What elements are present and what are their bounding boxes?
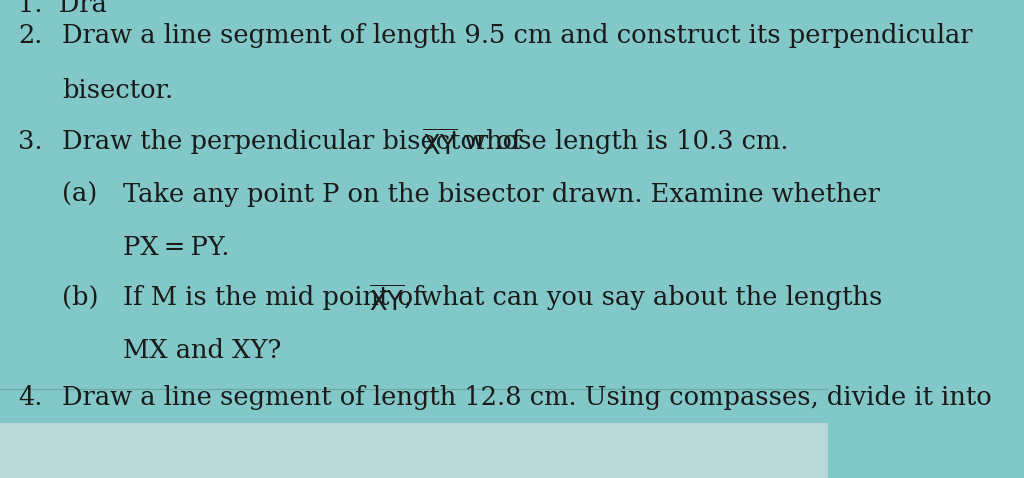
Text: 3.: 3. — [18, 129, 43, 154]
Text: $\overline{\mathrm{XY}}$: $\overline{\mathrm{XY}}$ — [369, 285, 404, 316]
Text: four equal parts. Verify by actual measurement.: four equal parts. Verify by actual measu… — [62, 440, 687, 465]
Text: MX and XY?: MX and XY? — [123, 338, 281, 363]
Text: PX = PY.: PX = PY. — [123, 235, 229, 260]
Text: (b): (b) — [62, 285, 98, 310]
Text: 2.: 2. — [18, 23, 43, 48]
Text: Draw a line segment of length 12.8 cm. Using compasses, divide it into: Draw a line segment of length 12.8 cm. U… — [62, 385, 992, 410]
Text: (a): (a) — [62, 182, 97, 207]
Text: whose length is 10.3 cm.: whose length is 10.3 cm. — [457, 129, 788, 154]
Text: Draw the perpendicular bisector of: Draw the perpendicular bisector of — [62, 129, 529, 154]
Text: bisector.: bisector. — [62, 78, 173, 103]
Text: $\overline{\mathrm{XY}}$: $\overline{\mathrm{XY}}$ — [422, 129, 457, 160]
Text: If M is the mid point of: If M is the mid point of — [123, 285, 430, 310]
Text: Take any point P on the bisector drawn. Examine whether: Take any point P on the bisector drawn. … — [123, 182, 880, 207]
Text: , what can you say about the lengths: , what can you say about the lengths — [404, 285, 883, 310]
Bar — [0, 423, 828, 478]
Text: Draw a line segment of length 9.5 cm and construct its perpendicular: Draw a line segment of length 9.5 cm and… — [62, 23, 973, 48]
Text: 1.  Dra: 1. Dra — [18, 0, 108, 17]
Text: 4.: 4. — [18, 385, 43, 410]
